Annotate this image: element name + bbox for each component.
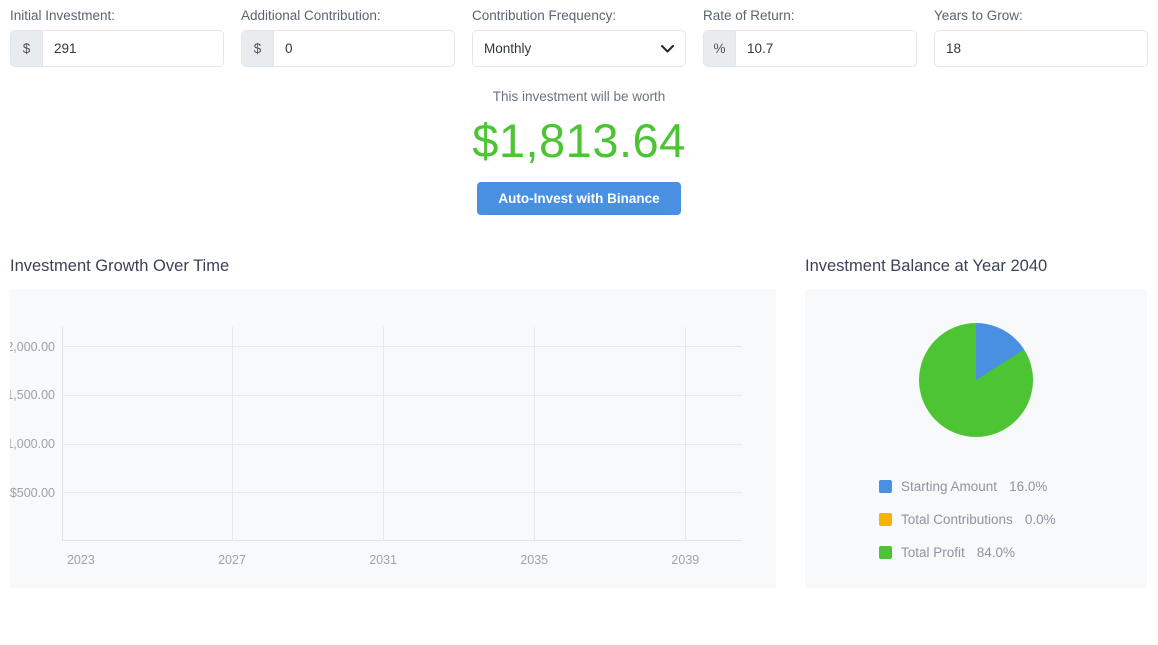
label-rate-of-return: Rate of Return: — [703, 8, 795, 23]
y-axis-tick-label: $500.00 — [10, 486, 55, 501]
legend-label: Total Profit — [901, 545, 965, 560]
bar-slot — [100, 327, 138, 541]
bar-slot — [62, 327, 100, 541]
bar-slot — [704, 327, 742, 541]
rate-of-return-input-group[interactable]: % — [703, 30, 917, 67]
legend-percent: 16.0% — [1009, 479, 1048, 494]
label-years-to-grow: Years to Grow: — [934, 8, 1023, 23]
auto-invest-button[interactable]: Auto-Invest with Binance — [477, 182, 681, 215]
bar-slot — [326, 327, 364, 541]
bar-slot — [667, 327, 705, 541]
label-contribution-frequency: Contribution Frequency: — [472, 8, 617, 23]
gridline: $500.00 — [10, 486, 742, 500]
gridline — [534, 327, 536, 541]
growth-chart-title: Investment Growth Over Time — [10, 257, 230, 275]
y-axis-tick-label: $1,500.00 — [10, 388, 55, 403]
field-contribution-frequency: Contribution Frequency: Monthly — [472, 8, 686, 67]
legend-item[interactable]: Total Contributions 0.0% — [879, 503, 1056, 536]
balance-chart-title: Investment Balance at Year 2040 — [805, 257, 1048, 275]
label-initial-investment: Initial Investment: — [10, 8, 116, 23]
growth-chart-column: Investment Growth Over Time $500.00 $1,00… — [10, 256, 776, 588]
gridline — [685, 327, 687, 541]
bar-series-container — [62, 327, 742, 541]
legend-percent: 0.0% — [1024, 512, 1056, 527]
field-additional-contribution: Additional Contribution: $ — [241, 8, 455, 67]
field-initial-investment: Initial Investment: $ — [10, 8, 224, 67]
gridline — [232, 327, 233, 541]
balance-chart-column: Investment Balance at Year 2040 Starting… — [805, 256, 1147, 588]
additional-contribution-input-group[interactable]: $ — [241, 30, 455, 67]
bar-slot — [402, 327, 440, 541]
bar-slot — [515, 327, 553, 541]
percent-prefix-icon: % — [704, 31, 736, 66]
contribution-frequency-select[interactable]: Monthly — [472, 30, 686, 67]
contribution-frequency-select-wrap: Monthly — [472, 30, 686, 67]
x-axis-tick-label: 2023 — [66, 553, 95, 567]
x-axis-tick-label: 2027 — [218, 553, 246, 567]
result-caption: This investment will be worth — [492, 89, 666, 104]
legend-color-swatch — [879, 546, 892, 559]
gridline: $1,000.00 — [10, 437, 742, 451]
currency-prefix-icon: $ — [242, 31, 274, 66]
charts-section: Investment Growth Over Time $500.00 $1,00… — [0, 256, 1158, 588]
y-axis-line — [62, 327, 63, 541]
additional-contribution-input[interactable] — [274, 31, 454, 66]
bar-slot — [478, 327, 516, 541]
currency-prefix-icon: $ — [11, 31, 43, 66]
gridline — [383, 327, 385, 541]
result-block: This investment will be worth $1,813.64 … — [0, 89, 1158, 215]
pie-chart — [919, 323, 1033, 437]
field-rate-of-return: Rate of Return: % — [703, 8, 917, 67]
bar-slot — [553, 327, 591, 541]
bar-slot — [364, 327, 402, 541]
bar-slot — [213, 327, 251, 541]
calculator-form: Initial Investment: $ Additional Contrib… — [0, 0, 1158, 67]
legend-item[interactable]: Starting Amount 16.0% — [879, 470, 1056, 503]
y-axis-tick-label: $1,000.00 — [10, 437, 55, 452]
bar-slot — [289, 327, 327, 541]
x-axis-tick-label: 2035 — [520, 553, 549, 567]
bar-slot — [251, 327, 289, 541]
gridline: $2,000.00 — [10, 340, 742, 354]
bar-slot — [175, 327, 213, 541]
bar-slot — [629, 327, 667, 541]
field-years-to-grow: Years to Grow: — [934, 8, 1148, 67]
legend-color-swatch — [879, 513, 892, 526]
bar-slot — [138, 327, 176, 541]
pie-chart-wrap — [805, 323, 1147, 437]
gridline: $1,500.00 — [10, 388, 742, 402]
growth-chart-panel: $500.00 $1,000.00 $1,500.00 $2,000.00 2023 2… — [10, 289, 776, 588]
legend-percent: 84.0% — [976, 545, 1016, 560]
legend-label: Total Contributions — [901, 512, 1013, 527]
bar-slot — [440, 327, 478, 541]
balance-chart-panel: Starting Amount 16.0% Total Contributions 0… — [805, 289, 1147, 588]
initial-investment-input[interactable] — [43, 31, 223, 66]
x-axis-tick-label: 2039 — [671, 553, 700, 567]
y-axis-tick-label: $2,000.00 — [10, 339, 55, 354]
label-additional-contribution: Additional Contribution: — [241, 8, 381, 23]
x-axis-tick-label: 2031 — [369, 553, 398, 567]
legend-item[interactable]: Total Profit 84.0% — [879, 536, 1056, 569]
years-to-grow-input[interactable] — [934, 30, 1148, 67]
legend-label: Starting Amount — [901, 479, 998, 494]
bar-slot — [591, 327, 629, 541]
pie-chart-legend: Starting Amount 16.0% Total Contributions 0… — [879, 470, 1056, 569]
result-amount: $1,813.64 — [472, 114, 686, 167]
x-axis-line — [62, 540, 742, 541]
contribution-frequency-value: Monthly — [484, 41, 532, 56]
initial-investment-input-group[interactable]: $ — [10, 30, 224, 67]
legend-color-swatch — [879, 480, 892, 493]
rate-of-return-input[interactable] — [736, 31, 916, 66]
bar-chart-plot-area: $500.00 $1,000.00 $1,500.00 $2,000.00 2023 2… — [10, 327, 742, 567]
